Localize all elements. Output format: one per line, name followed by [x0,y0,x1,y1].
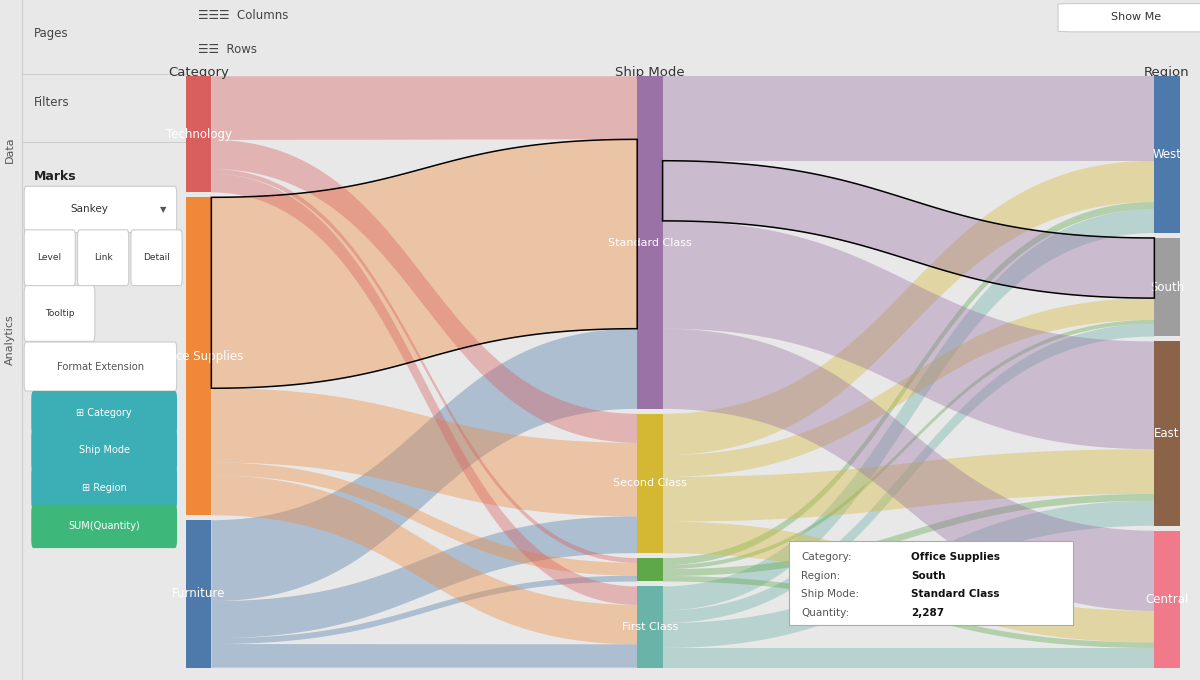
Bar [186,197,211,515]
FancyBboxPatch shape [24,342,176,391]
Bar [1154,341,1180,526]
Bar [23,142,186,143]
Text: Office Supplies: Office Supplies [155,350,242,363]
Polygon shape [211,388,637,516]
Bar [186,76,211,192]
Polygon shape [662,324,1154,623]
Polygon shape [662,298,1154,477]
Polygon shape [662,500,1154,648]
FancyBboxPatch shape [31,466,178,509]
Text: 2,287: 2,287 [911,608,944,618]
Text: Sankey: Sankey [71,205,108,214]
FancyBboxPatch shape [31,428,178,472]
Text: Region:: Region: [802,571,841,581]
Bar [1154,530,1180,668]
Text: Standard Class: Standard Class [608,237,691,248]
FancyBboxPatch shape [31,505,178,548]
Text: Data: Data [5,136,16,163]
Text: ⊞ Category: ⊞ Category [77,408,132,418]
Polygon shape [211,516,637,639]
Polygon shape [211,140,637,443]
Text: Tooltip: Tooltip [44,309,74,318]
Text: ☰☰  Rows: ☰☰ Rows [198,43,257,56]
Text: Category: Category [168,67,229,80]
Polygon shape [211,475,637,644]
Polygon shape [662,221,1154,449]
Text: Level: Level [37,253,61,262]
Polygon shape [662,320,1154,569]
Bar [790,541,1073,624]
Polygon shape [211,644,637,668]
Text: Filters: Filters [34,95,70,109]
Text: Link: Link [94,253,113,262]
Bar [186,520,211,668]
Bar [637,586,662,668]
Polygon shape [662,328,1154,611]
Polygon shape [211,462,637,576]
FancyBboxPatch shape [24,286,95,341]
FancyBboxPatch shape [24,230,76,286]
Polygon shape [662,522,1154,643]
Text: Standard Class: Standard Class [911,590,1000,600]
Text: SUM(Quantity): SUM(Quantity) [68,522,140,531]
Text: Quantity:: Quantity: [802,608,850,618]
Text: Marks: Marks [34,170,76,184]
Polygon shape [662,202,1154,565]
Polygon shape [662,209,1154,611]
Text: East: East [1154,427,1180,440]
FancyBboxPatch shape [24,186,176,233]
Text: Region: Region [1145,67,1190,80]
Polygon shape [211,576,637,644]
Text: South: South [1150,281,1184,294]
FancyBboxPatch shape [78,230,128,286]
FancyBboxPatch shape [1058,3,1200,32]
Text: Analytics: Analytics [5,315,16,365]
Polygon shape [211,76,637,140]
Text: Central: Central [1145,593,1189,606]
Text: Category:: Category: [802,552,852,562]
Text: West: West [1152,148,1182,161]
Text: Technology: Technology [166,128,232,141]
Text: Ship Mode: Ship Mode [79,445,130,455]
Bar [23,74,186,75]
Text: Ship Mode:: Ship Mode: [802,590,859,600]
Polygon shape [211,139,637,388]
Bar [637,76,662,409]
Text: ☰☰☰  Columns: ☰☰☰ Columns [198,10,288,22]
Text: Show Me: Show Me [1111,12,1162,22]
Text: Detail: Detail [143,253,170,262]
Text: First Class: First Class [622,622,678,632]
Polygon shape [211,328,637,601]
Polygon shape [662,76,1154,160]
FancyBboxPatch shape [131,230,182,286]
Polygon shape [211,169,637,563]
Text: Furniture: Furniture [172,588,226,600]
Polygon shape [662,576,1154,648]
Text: Office Supplies: Office Supplies [911,552,1000,562]
Text: Pages: Pages [34,27,68,41]
Text: ⊞ Region: ⊞ Region [82,483,126,492]
Polygon shape [662,160,1154,455]
Text: ▼: ▼ [161,205,167,214]
FancyBboxPatch shape [31,391,178,435]
Bar [1154,238,1180,337]
Polygon shape [211,174,637,605]
Bar [637,558,662,581]
Text: Second Class: Second Class [613,479,686,488]
Polygon shape [662,160,1154,298]
Polygon shape [662,494,1154,576]
Text: South: South [911,571,946,581]
Text: Format Extension: Format Extension [56,362,144,371]
Bar [1154,76,1180,233]
Bar [637,414,662,553]
Polygon shape [662,648,1154,668]
Polygon shape [662,449,1154,522]
Text: Ship Mode: Ship Mode [616,67,685,80]
